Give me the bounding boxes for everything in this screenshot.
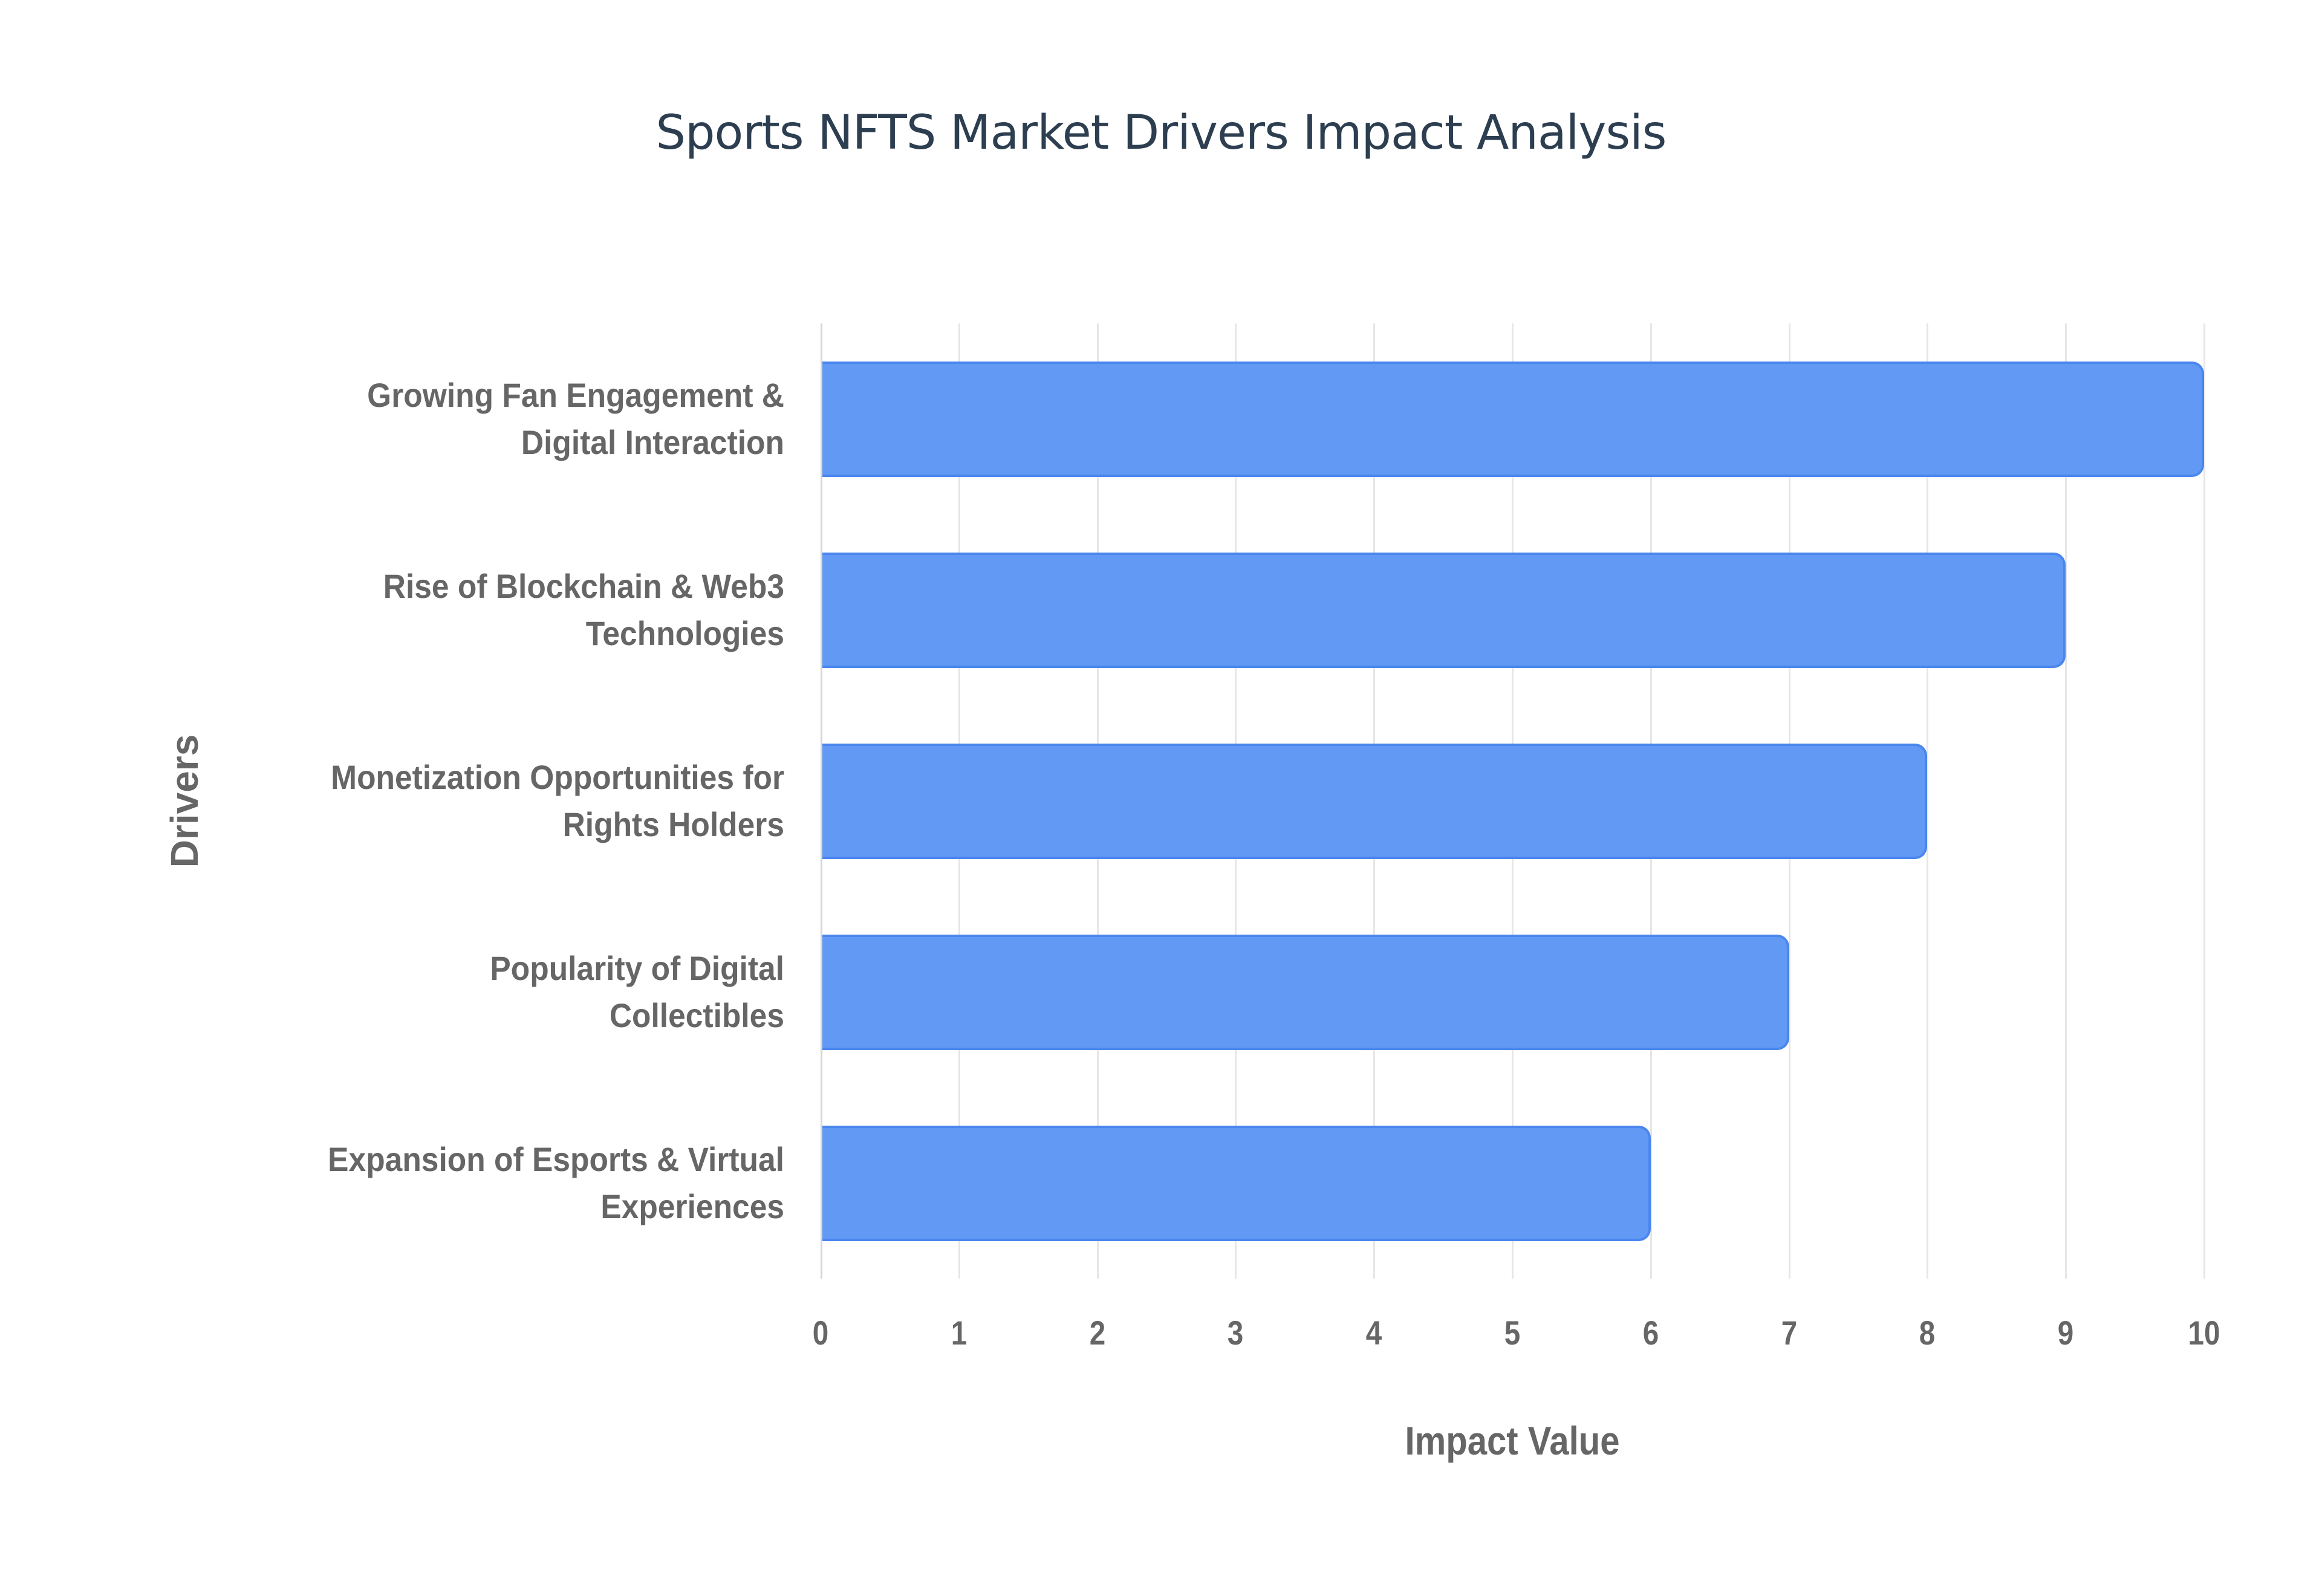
y-tick-label: Expansion of Esports & Virtual Experience… bbox=[228, 1136, 784, 1230]
y-tick-label-line: Technologies bbox=[585, 614, 784, 652]
y-tick-label-line: Growing Fan Engagement & bbox=[367, 376, 784, 414]
bar[interactable] bbox=[821, 361, 2204, 477]
x-tick-label: 0 bbox=[812, 1314, 829, 1352]
x-tick-label: 8 bbox=[1919, 1314, 1936, 1352]
plot-area bbox=[821, 323, 2205, 1279]
gridline bbox=[2203, 323, 2205, 1279]
y-tick-label-line: Rights Holders bbox=[562, 805, 784, 843]
y-tick-label: Growing Fan Engagement & Digital Interact… bbox=[228, 372, 784, 466]
gridline bbox=[2065, 323, 2067, 1279]
bar[interactable] bbox=[821, 552, 2066, 668]
y-axis-title: Drivers bbox=[163, 734, 206, 868]
y-tick-label-line: Expansion of Esports & Virtual bbox=[328, 1140, 784, 1178]
y-tick-label: Monetization Opportunities for Rights Hol… bbox=[228, 754, 784, 848]
y-axis-line bbox=[821, 323, 822, 1279]
x-tick-label: 9 bbox=[2057, 1314, 2074, 1352]
y-tick-label-line: Rise of Blockchain & Web3 bbox=[383, 567, 784, 605]
x-tick-label: 2 bbox=[1089, 1314, 1105, 1352]
bar[interactable] bbox=[821, 934, 1789, 1050]
x-tick-label: 4 bbox=[1365, 1314, 1382, 1352]
chart-title: Sports NFTS Market Drivers Impact Analys… bbox=[655, 106, 1667, 160]
y-tick-label-line: Digital Interaction bbox=[521, 423, 784, 461]
bar[interactable] bbox=[821, 1125, 1651, 1241]
y-tick-label: Rise of Blockchain & Web3 Technologies bbox=[228, 563, 784, 657]
gridline bbox=[1927, 323, 1929, 1279]
x-tick-label: 1 bbox=[951, 1314, 968, 1352]
y-tick-label-line: Collectibles bbox=[609, 996, 784, 1034]
y-tick-label: Popularity of Digital Collectibles bbox=[228, 945, 784, 1039]
x-axis-title: Impact Value bbox=[1405, 1418, 1620, 1463]
y-tick-label-line: Popularity of Digital bbox=[490, 949, 784, 987]
x-tick-label: 3 bbox=[1228, 1314, 1244, 1352]
x-tick-label: 6 bbox=[1642, 1314, 1659, 1352]
bar[interactable] bbox=[821, 743, 1928, 859]
x-tick-label: 7 bbox=[1781, 1314, 1797, 1352]
y-tick-label-line: Monetization Opportunities for bbox=[331, 758, 784, 796]
x-tick-label: 5 bbox=[1504, 1314, 1521, 1352]
y-tick-label-line: Experiences bbox=[600, 1187, 784, 1225]
x-tick-label: 10 bbox=[2188, 1314, 2220, 1352]
